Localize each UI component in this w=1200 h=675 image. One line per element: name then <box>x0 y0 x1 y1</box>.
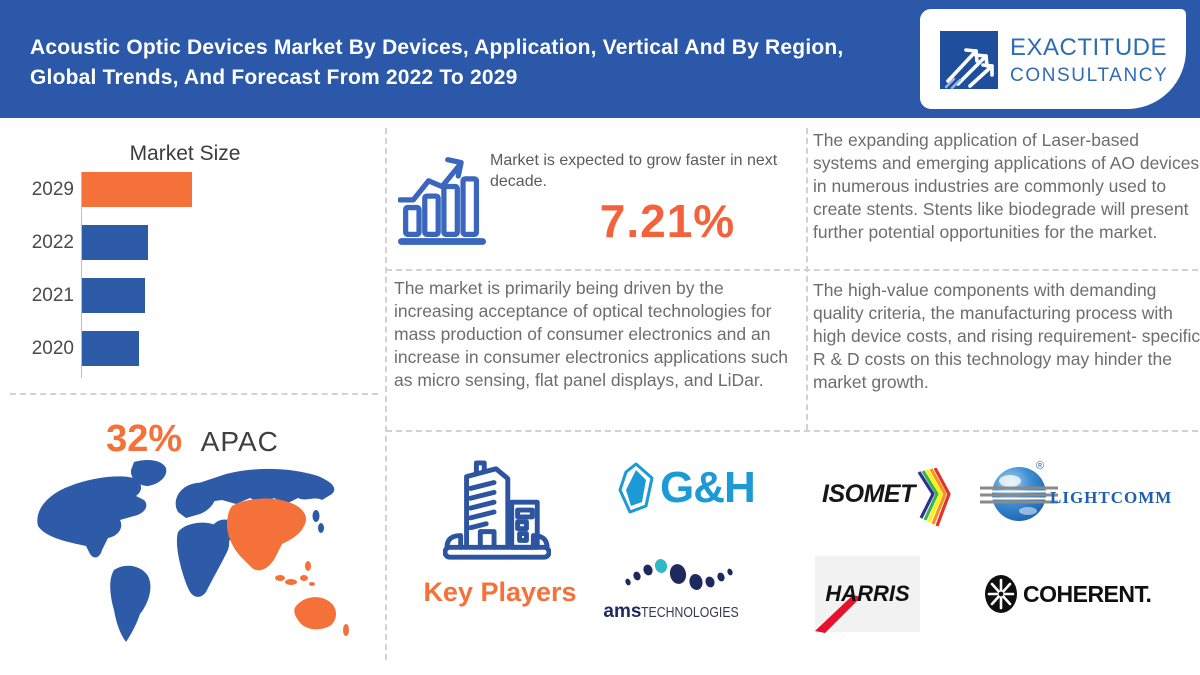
logo-coherent: COHERENT. <box>983 574 1152 614</box>
coherent-starburst-icon <box>985 575 1017 613</box>
lightcomm-globe-icon <box>980 467 1058 521</box>
harris-inner: HARRIS <box>815 581 910 633</box>
driver-paragraph: The market is primarily being driven by … <box>394 278 788 391</box>
harris-logo-text: HARRIS <box>825 581 910 606</box>
ams-dots-icon <box>625 559 733 590</box>
region-share-stat: 32% APAC <box>0 418 385 461</box>
world-map <box>37 460 349 642</box>
bar-label: 2029 <box>31 178 74 200</box>
isomet-logo-text: ISOMET <box>822 480 915 508</box>
growth-chart-icon <box>398 157 486 245</box>
region-share-value: 32% <box>106 418 183 460</box>
coherent-logo-text: COHERENT. <box>1023 580 1152 607</box>
ams-logo-bold: ams <box>603 601 642 622</box>
bar-2029 <box>82 172 192 207</box>
gh-logo-text: G&H <box>660 463 756 512</box>
logo-isomet: ISOMET <box>822 468 951 528</box>
brand-arrows-icon <box>940 31 998 89</box>
harris-red-flash-icon <box>815 595 862 633</box>
lightcomm-logo-text: LIGHTCOMM <box>1050 488 1173 507</box>
bar-2022 <box>82 225 148 260</box>
page-title-line2: Global Trends, And Forecast From 2022 To… <box>30 65 518 89</box>
bar-2020 <box>82 331 139 366</box>
key-players-label: Key Players <box>423 577 577 607</box>
page-title-line1: Acoustic Optic Devices Market By Devices… <box>30 36 844 59</box>
brand-logo-box: EXACTITUDE CONSULTANCY <box>915 4 1191 114</box>
isomet-rainbow-icon <box>917 468 951 527</box>
brand-name-sub: CONSULTANCY <box>1010 65 1169 86</box>
divider-horizontal-upper <box>386 269 1198 271</box>
ams-logo-text: amsTECHNOLOGIES <box>592 601 772 623</box>
divider-vertical-right <box>806 128 808 430</box>
gh-gem-icon <box>618 462 654 514</box>
bar-2021 <box>82 278 145 313</box>
bar-row: 2021 <box>26 278 192 313</box>
logo-harris: HARRIS <box>815 556 920 633</box>
restraint-paragraph: The high-value components with demanding… <box>813 280 1200 393</box>
divider-horizontal-lower <box>386 430 1198 432</box>
bar-row: 2022 <box>26 225 192 260</box>
growth-cagr-value: 7.21% <box>599 195 736 247</box>
chart-title: Market Size <box>129 142 241 165</box>
divider-horizontal-left-column <box>10 393 378 395</box>
bar-label: 2021 <box>31 284 74 306</box>
logo-lightcomm: ® LIGHTCOMM <box>966 458 1171 524</box>
building-icon <box>443 460 551 560</box>
ams-logo-rest: TECHNOLOGIES <box>641 604 740 621</box>
opportunity-paragraph: The expanding application of Laser-based… <box>813 130 1200 243</box>
page-title: Acoustic Optic Devices Market By Devices… <box>30 33 910 93</box>
brand-name: EXACTITUDE CONSULTANCY <box>1010 34 1168 87</box>
chart-axis-line <box>81 172 82 378</box>
region-share-label: APAC <box>200 426 279 457</box>
brand-name-main: EXACTITUDE <box>1010 34 1168 61</box>
growth-caption: Market is expected to grow faster in nex… <box>490 152 778 190</box>
logo-ams-technologies: amsTECHNOLOGIES <box>592 552 772 623</box>
bar-label: 2020 <box>31 337 74 359</box>
lightcomm-registered-mark: ® <box>1036 460 1045 472</box>
bar-row: 2029 <box>26 172 192 207</box>
divider-vertical-left <box>385 128 387 660</box>
logo-gh: G&H <box>616 462 756 514</box>
bar-row: 2020 <box>26 331 192 366</box>
bar-label: 2022 <box>31 231 74 253</box>
market-size-bar-chart: 2029 2022 2021 2020 <box>26 172 192 384</box>
